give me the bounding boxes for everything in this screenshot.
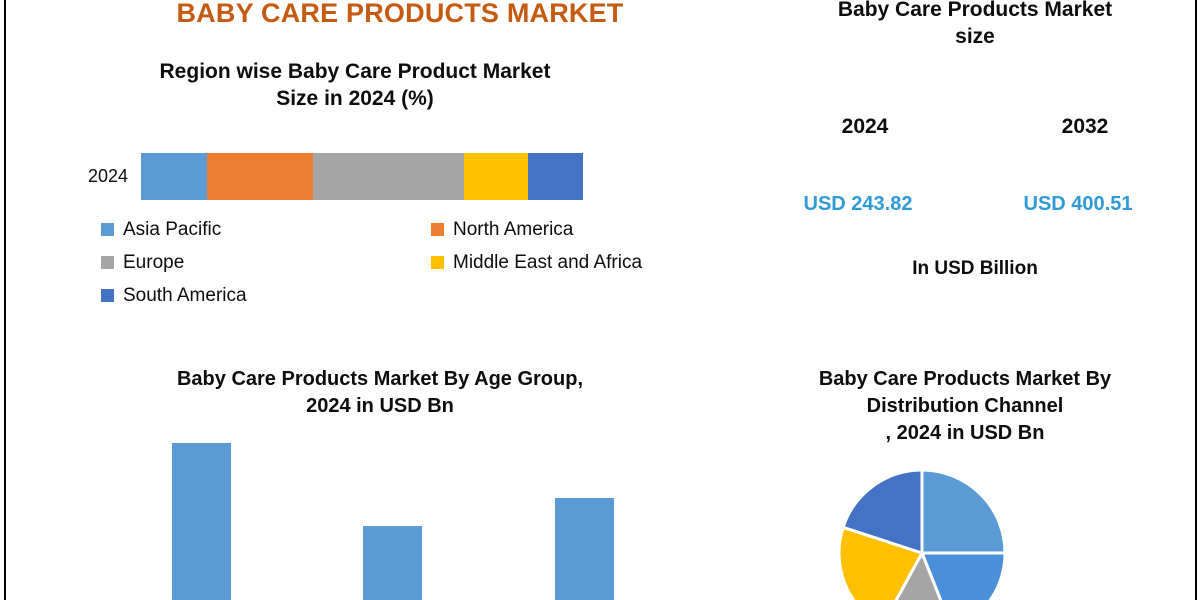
legend-item-middle-east-and-africa[interactable]: Middle East and Africa: [431, 252, 642, 274]
pie-slice: [920, 468, 1007, 555]
legend-swatch-icon: [101, 256, 114, 269]
legend-row: South America: [101, 279, 661, 312]
age-group-chart-title-line1: Baby Care Products Market By Age Group,: [176, 368, 584, 390]
age-group-bar-chart: [172, 443, 614, 600]
stacked-bar-track: [141, 153, 583, 200]
age-group-bar: [172, 443, 231, 600]
legend-item-asia-pacific[interactable]: Asia Pacific: [101, 219, 431, 241]
market-size-years-row: 2024 2032: [755, 115, 1195, 139]
stacked-bar-segment: [141, 153, 208, 200]
legend-label: North America: [453, 218, 574, 240]
market-size-year-end: 2032: [1061, 115, 1109, 138]
left-border-line: [4, 0, 6, 600]
legend-swatch-icon: [431, 223, 444, 236]
market-size-year-start: 2024: [841, 115, 889, 138]
legend-item-south-america[interactable]: South America: [101, 285, 431, 307]
market-size-title-line1: Baby Care Products Market: [837, 0, 1113, 21]
distribution-chart-title-line2: Distribution Channel: [866, 395, 1064, 417]
region-chart-legend: Asia Pacific North America Europe Middle…: [101, 213, 661, 312]
legend-swatch-icon: [431, 256, 444, 269]
legend-swatch-icon: [101, 289, 114, 302]
age-group-bar: [363, 525, 422, 600]
distribution-chart-title-line1: Baby Care Products Market By: [818, 368, 1112, 390]
legend-item-europe[interactable]: Europe: [101, 252, 431, 274]
distribution-pie-chart: [837, 468, 1007, 600]
pie-slice: [837, 525, 925, 600]
legend-row: Europe Middle East and Africa: [101, 246, 661, 279]
main-title: BABY CARE PRODUCTS MARKET: [176, 0, 624, 28]
legend-swatch-icon: [101, 223, 114, 236]
right-border-line: [1195, 0, 1197, 600]
market-size-value-end: USD 400.51: [1023, 193, 1133, 215]
market-size-title: Baby Care Products Market size: [755, 0, 1195, 50]
legend-label: Asia Pacific: [123, 218, 222, 240]
age-group-chart-title-line2: 2024 in USD Bn: [306, 395, 454, 417]
pie-slice: [894, 549, 943, 600]
age-group-bar: [555, 498, 614, 600]
stacked-bar-segment: [313, 153, 464, 200]
region-chart-title: Region wise Baby Care Product Market Siz…: [75, 58, 635, 112]
legend-label: Middle East and Africa: [453, 251, 643, 273]
age-group-chart-title: Baby Care Products Market By Age Group, …: [100, 366, 660, 420]
pie-slice: [841, 468, 924, 556]
market-size-unit-label: In USD Billion: [912, 258, 1038, 279]
market-size-title-line2: size: [955, 25, 995, 48]
market-size-value-start: USD 243.82: [803, 193, 913, 215]
stacked-bar-segment: [463, 153, 528, 200]
legend-row: Asia Pacific North America: [101, 213, 661, 246]
stacked-bar-segment: [527, 153, 583, 200]
distribution-chart-title: Baby Care Products Market By Distributio…: [745, 366, 1185, 447]
legend-item-north-america[interactable]: North America: [431, 219, 573, 241]
market-size-values-row: USD 243.82 USD 400.51: [748, 193, 1188, 216]
region-chart-title-line2: Size in 2024 (%): [276, 87, 434, 110]
distribution-chart-title-line3: , 2024 in USD Bn: [885, 422, 1045, 444]
region-chart-title-line1: Region wise Baby Care Product Market: [159, 60, 551, 83]
stacked-bar-category-label: 2024: [87, 166, 128, 186]
legend-label: South America: [123, 284, 247, 306]
stacked-bar-segment: [207, 153, 314, 200]
legend-label: Europe: [123, 251, 185, 273]
